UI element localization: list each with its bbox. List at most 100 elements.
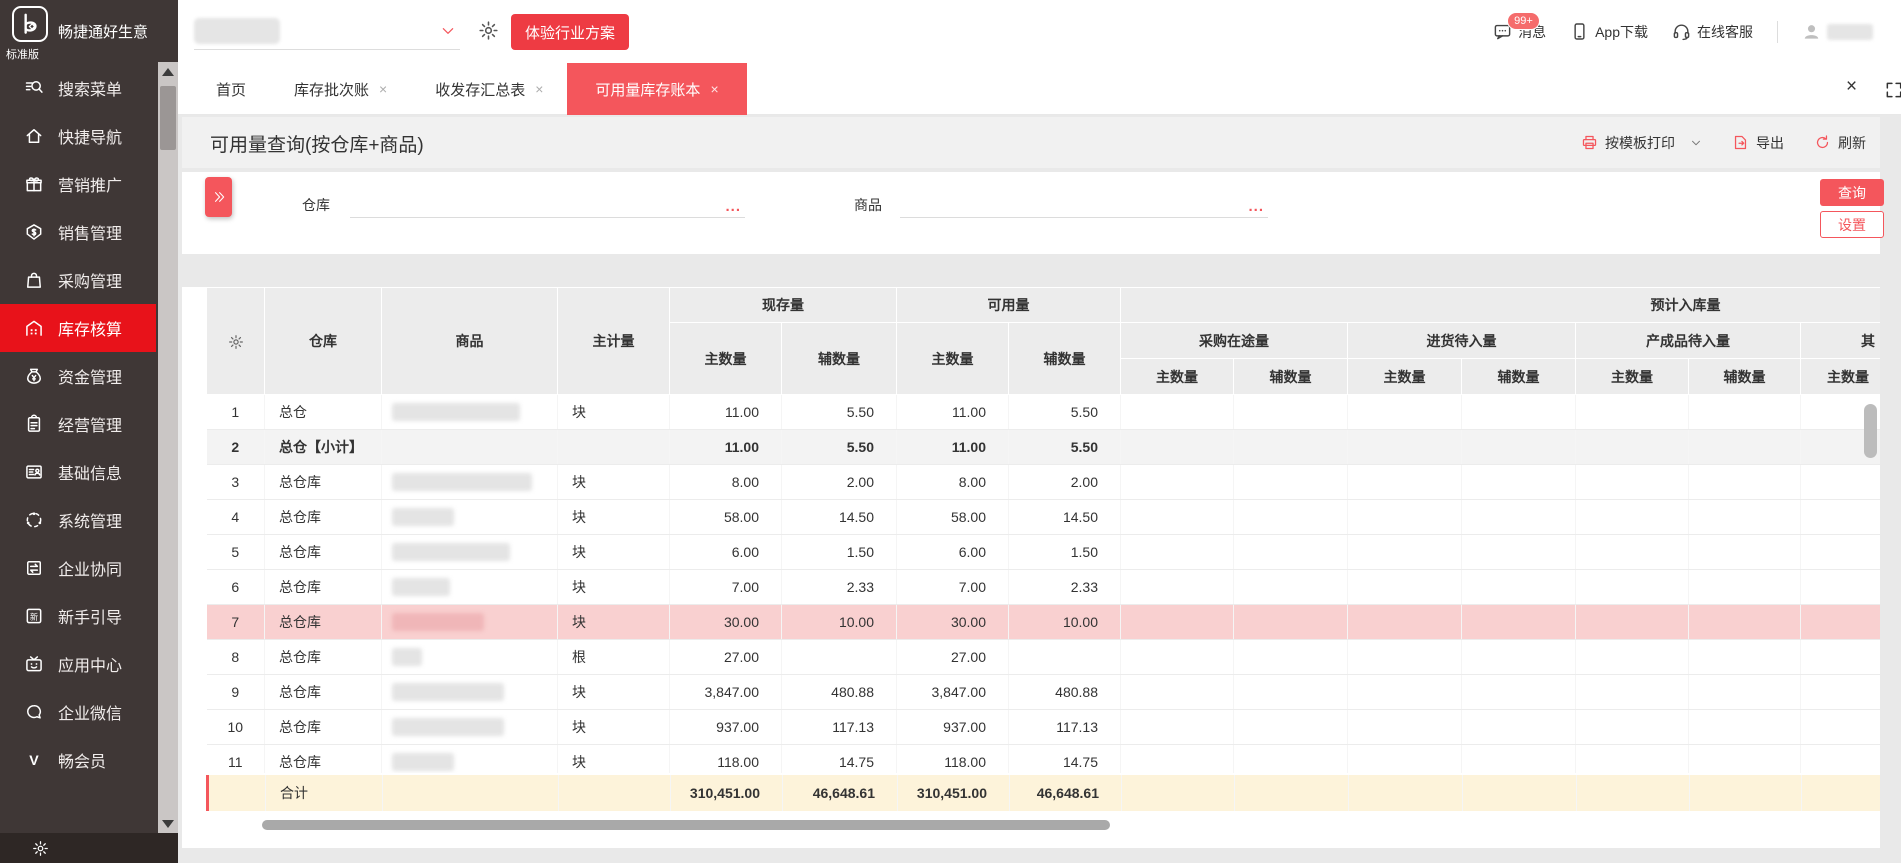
toolbar-action-label: 刷新: [1838, 134, 1866, 151]
tab-2[interactable]: 收发存汇总表 ×: [411, 63, 567, 115]
expand-filter-button[interactable]: [205, 177, 232, 217]
operation-icon: [24, 414, 44, 434]
messages-button[interactable]: 消息 99+: [1493, 11, 1546, 42]
sidebar-item-funds[interactable]: 资金管理: [0, 352, 156, 400]
sidebar-item-marketing[interactable]: 营销推广: [0, 160, 156, 208]
column-header: 主计量: [557, 287, 670, 395]
app-download-button[interactable]: App下载: [1570, 22, 1648, 42]
sub-header: 主数量: [669, 322, 782, 395]
sidebar-item-wechat[interactable]: 企业微信: [0, 688, 156, 736]
group-header: 现存量: [669, 287, 897, 323]
user-account[interactable]: [1802, 22, 1873, 41]
toolbar-action-refresh[interactable]: 刷新: [1814, 133, 1866, 153]
sidebar-item-collaboration[interactable]: 企业协同: [0, 544, 156, 592]
close-tab-icon[interactable]: ×: [379, 81, 388, 97]
empty-cell: [1800, 604, 1880, 640]
tab-3[interactable]: 可用量库存账本 ×: [567, 63, 747, 115]
redacted-company-name[interactable]: [194, 18, 280, 44]
tab-home[interactable]: 首页: [192, 63, 270, 115]
sidebar-item-quick-nav[interactable]: 快捷导航: [0, 112, 156, 160]
sidebar-item-label: 基础信息: [58, 466, 123, 483]
redacted-product-name: [392, 473, 532, 491]
empty-cell: [1688, 674, 1801, 710]
table-row[interactable]: 8 总仓库根 27.00 27.00: [206, 639, 1880, 675]
close-tab-icon[interactable]: ×: [710, 81, 719, 97]
table-settings-icon[interactable]: [206, 287, 265, 395]
company-select-underline: [194, 49, 460, 50]
table-row[interactable]: 10 总仓库块 937.00 117.13 937.00 117.13: [206, 709, 1880, 745]
empty-cell: [1461, 464, 1576, 500]
toolbar-action-export[interactable]: 导出: [1732, 133, 1784, 153]
table-row[interactable]: 1 总仓块 11.00 5.50 11.00 5.50: [206, 394, 1880, 430]
unit-cell: 块: [557, 464, 670, 500]
sidebar-item-member[interactable]: V 畅会员: [0, 736, 156, 784]
more-options-icon[interactable]: ...: [725, 198, 741, 215]
chevron-down-icon[interactable]: [440, 23, 456, 39]
sidebar-item-search[interactable]: 搜索菜单: [0, 64, 156, 112]
warehouse-input[interactable]: ...: [350, 186, 745, 218]
sidebar-item-newbie-guide[interactable]: 新 新手引导: [0, 592, 156, 640]
sidebar-item-system[interactable]: 系统管理: [0, 496, 156, 544]
sidebar-item-sales[interactable]: 销售管理: [0, 208, 156, 256]
sidebar-item-label: 经营管理: [58, 418, 123, 435]
total-label: 合计: [265, 775, 383, 811]
empty-cell: [1461, 709, 1576, 745]
row-index: 4: [206, 499, 265, 535]
table-row[interactable]: 4 总仓库块 58.00 14.50 58.00 14.50: [206, 499, 1880, 535]
chevron-down-icon[interactable]: [1690, 137, 1702, 149]
redacted-product-name: [392, 718, 504, 736]
table-row[interactable]: 7 总仓库块 30.00 10.00 30.00 10.00: [206, 604, 1880, 640]
horizontal-scrollbar[interactable]: [262, 820, 1110, 830]
table-row[interactable]: 3 总仓库块 8.00 2.00 8.00 2.00: [206, 464, 1880, 500]
empty-cell: [1461, 569, 1576, 605]
sidebar-item-inventory[interactable]: 库存核算: [0, 304, 156, 352]
query-button[interactable]: 查询: [1820, 179, 1884, 206]
table-row[interactable]: 2 总仓【小计】 11.00 5.50 11.00 5.50: [206, 429, 1880, 465]
scroll-up-arrow-icon[interactable]: [158, 62, 178, 82]
empty-cell: [1233, 569, 1348, 605]
column-header: 商品: [381, 287, 558, 395]
sidebar-scrollbar[interactable]: [158, 62, 178, 833]
sidebar-item-label: 销售管理: [58, 226, 123, 243]
product-input[interactable]: ...: [900, 186, 1268, 218]
settings-gear-icon[interactable]: [32, 840, 49, 857]
close-icon[interactable]: ×: [1846, 76, 1858, 97]
sidebar-item-app-center[interactable]: 应用中心: [0, 640, 156, 688]
toolbar-action-printer[interactable]: 按模板打印: [1581, 133, 1702, 153]
empty-cell: [1800, 569, 1880, 605]
table-row[interactable]: 9 总仓库块 3,847.00 480.88 3,847.00 480.88: [206, 674, 1880, 710]
gear-icon[interactable]: [478, 20, 499, 41]
close-tab-icon[interactable]: ×: [535, 81, 544, 97]
sidebar-item-operation[interactable]: 经营管理: [0, 400, 156, 448]
tab-label: 首页: [216, 81, 247, 99]
topbar-right-cluster: 消息 99+ App下载 在线客服: [1493, 0, 1873, 63]
online-support-button[interactable]: 在线客服: [1672, 22, 1753, 42]
table-row[interactable]: 11 总仓库块 118.00 14.75 118.00 14.75: [206, 744, 1880, 773]
home-icon: [24, 126, 44, 146]
sidebar-item-purchase[interactable]: 采购管理: [0, 256, 156, 304]
qty-cell: 118.00: [669, 744, 782, 773]
more-options-icon[interactable]: ...: [1248, 198, 1264, 215]
expand-icon[interactable]: [1884, 80, 1901, 100]
warehouse-cell: 总仓库: [264, 499, 382, 535]
table-row[interactable]: 6 总仓库块 7.00 2.33 7.00 2.33: [206, 569, 1880, 605]
qty-cell: 27.00: [896, 639, 1009, 675]
settings-button[interactable]: 设置: [1820, 211, 1884, 238]
sidebar-item-basic-info[interactable]: 基础信息: [0, 448, 156, 496]
vertical-scrollbar[interactable]: [1864, 404, 1877, 458]
product-cell: [381, 639, 558, 675]
row-index: 11: [206, 744, 265, 773]
experience-plan-button[interactable]: 体验行业方案: [511, 14, 629, 50]
tab-1[interactable]: 库存批次账 ×: [270, 63, 411, 115]
empty-cell: [1347, 639, 1462, 675]
collapse-sidebar-icon[interactable]: [111, 840, 128, 857]
qty-cell: 11.00: [669, 429, 782, 465]
empty-cell: [1575, 604, 1689, 640]
table-panel: 仓库 商品 主计量 现存量 可用量 预计入库量 主数量 辅数量 主数量 辅数量 采购在途量 进货待入量…: [182, 287, 1880, 848]
scroll-down-arrow-icon[interactable]: [158, 813, 178, 833]
empty-cell: [1575, 744, 1689, 773]
sidebar-item-label: 应用中心: [58, 658, 123, 675]
table-row[interactable]: 5 总仓库块 6.00 1.50 6.00 1.50: [206, 534, 1880, 570]
row-index: 7: [206, 604, 265, 640]
scrollbar-thumb[interactable]: [160, 86, 176, 150]
